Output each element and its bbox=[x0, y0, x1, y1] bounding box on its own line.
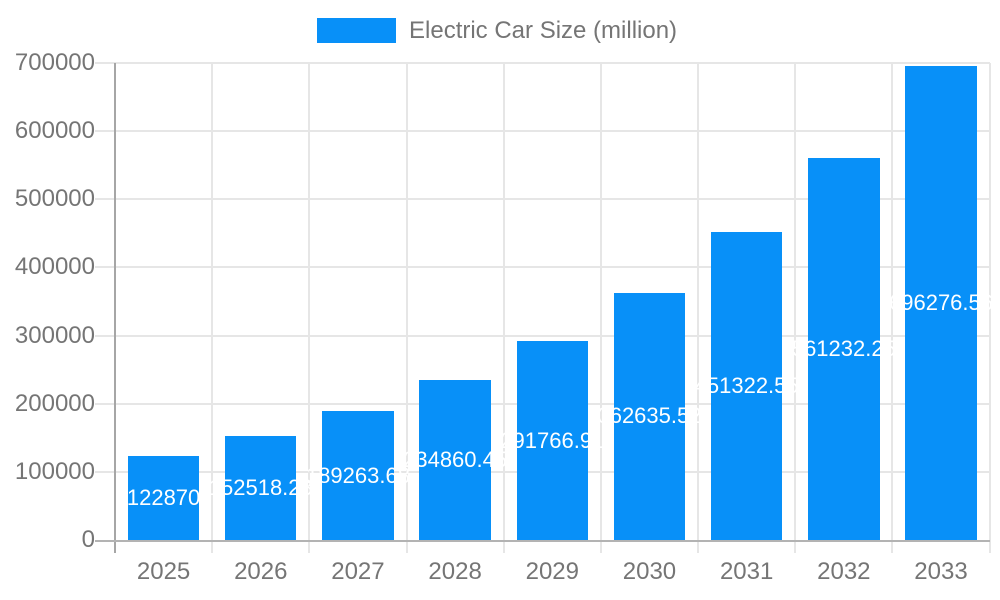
y-axis-line bbox=[114, 63, 116, 553]
x-baseline bbox=[95, 540, 990, 542]
y-axis-label-400000: 400000 bbox=[14, 253, 95, 281]
bar-value-label-2033: 696276.56 bbox=[889, 289, 993, 315]
bar-value-label-2031: 451322.55 bbox=[694, 373, 799, 399]
bar-value-label-2028: 234860.45 bbox=[403, 446, 508, 472]
x-axis-label-2029: 2029 bbox=[525, 558, 579, 585]
x-axis-label-2026: 2026 bbox=[234, 558, 288, 585]
bar-value-label-2030: 362635.52 bbox=[597, 403, 702, 429]
y-axis-label-700000: 700000 bbox=[14, 49, 95, 76]
bar-2028[interactable] bbox=[419, 379, 491, 540]
bar-value-label-2032: 561232.25 bbox=[791, 335, 896, 361]
x-axis-label-2033: 2033 bbox=[914, 558, 968, 585]
x-gridline bbox=[697, 63, 700, 553]
bar-2029[interactable] bbox=[516, 341, 588, 540]
x-axis-label-2028: 2028 bbox=[428, 558, 482, 585]
x-axis-label-2030: 2030 bbox=[622, 558, 677, 585]
bar-2033[interactable] bbox=[905, 65, 977, 540]
legend-swatch bbox=[317, 18, 396, 43]
y-axis-label-300000: 300000 bbox=[14, 321, 95, 349]
bar-value-label-2026: 152518.23 bbox=[208, 475, 313, 501]
bar-value-label-2027: 189263.68 bbox=[305, 462, 410, 488]
legend-label: Electric Car Size (million) bbox=[409, 17, 678, 44]
x-axis-label-2032: 2032 bbox=[817, 558, 871, 585]
bar-value-label-2025: 122870 bbox=[126, 485, 201, 511]
y-gridline bbox=[95, 198, 990, 201]
y-axis-label-200000: 200000 bbox=[14, 389, 95, 417]
bar-value-label-2029: 291766.91 bbox=[500, 427, 605, 453]
y-gridline bbox=[95, 266, 990, 269]
bar-2032[interactable] bbox=[808, 157, 880, 540]
x-gridline bbox=[405, 63, 408, 553]
x-gridline bbox=[891, 63, 894, 553]
bar-2026[interactable] bbox=[225, 436, 297, 540]
y-gridline bbox=[95, 62, 990, 64]
y-gridline bbox=[95, 130, 990, 133]
bar-2025[interactable] bbox=[127, 456, 200, 540]
y-axis-label-100000: 100000 bbox=[14, 457, 95, 485]
y-axis-label-0: 0 bbox=[81, 526, 95, 553]
x-gridline bbox=[502, 63, 505, 553]
y-axis-label-600000: 600000 bbox=[14, 117, 95, 145]
x-gridline bbox=[988, 63, 991, 553]
x-axis-label-2031: 2031 bbox=[719, 558, 774, 585]
x-axis-label-2025: 2025 bbox=[136, 558, 191, 585]
y-axis-label-500000: 500000 bbox=[14, 185, 95, 213]
bar-2031[interactable] bbox=[710, 232, 783, 540]
x-gridline bbox=[599, 63, 602, 553]
x-gridline bbox=[308, 63, 311, 553]
bar-2030[interactable] bbox=[613, 292, 686, 540]
chart-legend: Electric Car Size (million) bbox=[0, 18, 1000, 44]
y-gridline bbox=[95, 334, 990, 337]
x-gridline bbox=[794, 63, 797, 553]
x-gridline bbox=[211, 63, 214, 553]
x-axis-label-2027: 2027 bbox=[331, 558, 385, 585]
bar-2027[interactable] bbox=[322, 411, 394, 540]
